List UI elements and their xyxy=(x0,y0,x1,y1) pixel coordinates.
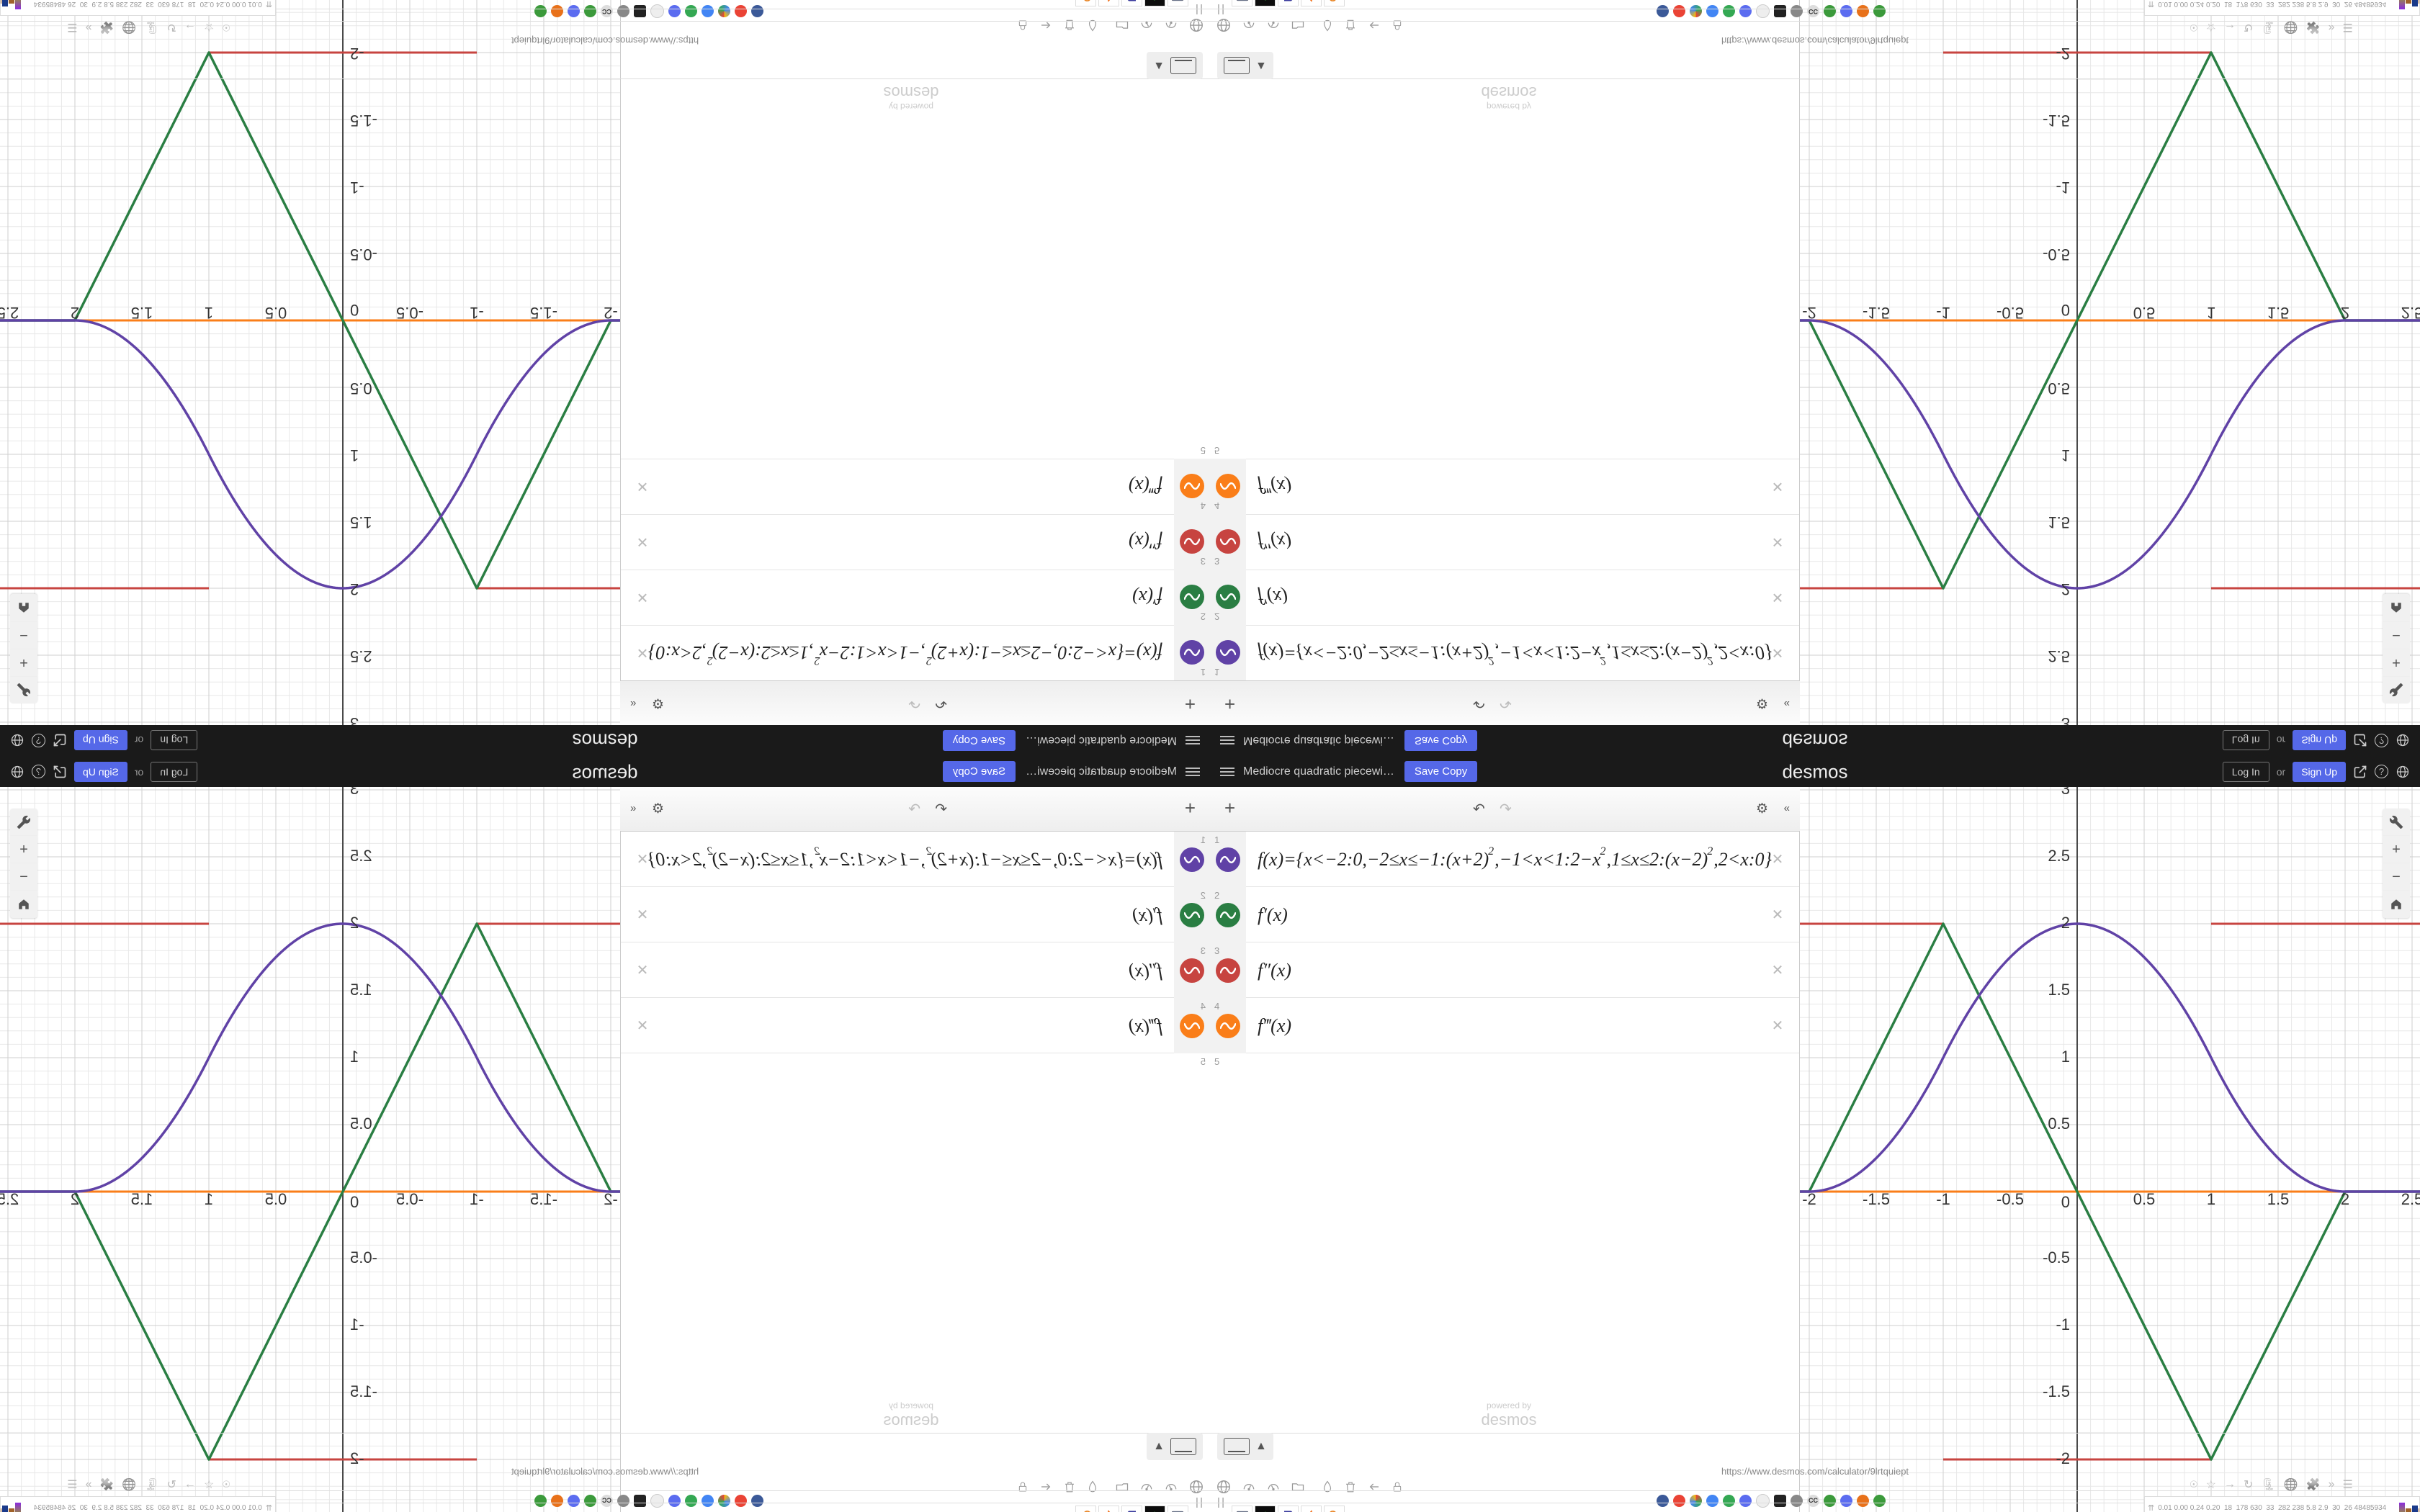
svg-text:-1: -1 xyxy=(2056,1315,2070,1333)
svg-text:2: 2 xyxy=(71,304,79,322)
svg-text:2.5: 2.5 xyxy=(2401,304,2420,322)
svg-text:-1: -1 xyxy=(470,1190,484,1208)
svg-text:1.5: 1.5 xyxy=(2048,981,2070,999)
svg-text:0: 0 xyxy=(350,1193,359,1211)
svg-text:0: 0 xyxy=(2061,1193,2070,1211)
svg-text:-1.5: -1.5 xyxy=(2043,1382,2070,1400)
svg-text:2.5: 2.5 xyxy=(0,1190,19,1208)
svg-text:-1.5: -1.5 xyxy=(350,112,377,130)
svg-text:2: 2 xyxy=(350,580,359,598)
svg-text:2.5: 2.5 xyxy=(2401,1190,2420,1208)
svg-text:0.5: 0.5 xyxy=(2133,1190,2156,1208)
svg-text:-0.5: -0.5 xyxy=(350,1248,377,1266)
svg-text:-0.5: -0.5 xyxy=(2043,246,2070,264)
svg-text:0.5: 0.5 xyxy=(2133,304,2156,322)
svg-text:2: 2 xyxy=(2061,580,2070,598)
svg-text:1: 1 xyxy=(350,1048,359,1066)
svg-text:-2: -2 xyxy=(1802,304,1816,322)
svg-text:1.5: 1.5 xyxy=(350,981,372,999)
svg-text:-0.5: -0.5 xyxy=(350,246,377,264)
svg-text:-2: -2 xyxy=(604,1190,618,1208)
svg-text:-1.5: -1.5 xyxy=(1863,1190,1890,1208)
svg-text:2: 2 xyxy=(2341,304,2349,322)
svg-text:-0.5: -0.5 xyxy=(1996,304,2024,322)
svg-text:1.5: 1.5 xyxy=(131,304,153,322)
svg-text:1.5: 1.5 xyxy=(2267,1190,2290,1208)
svg-text:1: 1 xyxy=(205,304,213,322)
svg-text:-1.5: -1.5 xyxy=(2043,112,2070,130)
svg-text:1.5: 1.5 xyxy=(131,1190,153,1208)
svg-text:-1: -1 xyxy=(350,179,364,197)
svg-text:0: 0 xyxy=(2061,301,2070,319)
svg-text:2.5: 2.5 xyxy=(350,647,372,665)
svg-text:-2: -2 xyxy=(604,304,618,322)
svg-text:1: 1 xyxy=(2061,446,2070,464)
svg-text:-1.5: -1.5 xyxy=(530,1190,557,1208)
svg-text:2: 2 xyxy=(2341,1190,2349,1208)
svg-text:1: 1 xyxy=(205,1190,213,1208)
svg-text:1: 1 xyxy=(2207,304,2215,322)
svg-text:-2: -2 xyxy=(1802,1190,1816,1208)
svg-text:-1.5: -1.5 xyxy=(350,1382,377,1400)
svg-text:3: 3 xyxy=(2061,714,2070,725)
svg-text:1.5: 1.5 xyxy=(2048,513,2070,531)
svg-text:1: 1 xyxy=(2207,1190,2215,1208)
svg-text:-0.5: -0.5 xyxy=(396,1190,424,1208)
svg-text:-1: -1 xyxy=(470,304,484,322)
svg-text:0.5: 0.5 xyxy=(350,1115,372,1133)
svg-text:2: 2 xyxy=(71,1190,79,1208)
svg-text:-1.5: -1.5 xyxy=(1863,304,1890,322)
svg-text:-0.5: -0.5 xyxy=(1996,1190,2024,1208)
svg-text:2: 2 xyxy=(2061,914,2070,932)
svg-text:2.5: 2.5 xyxy=(2048,847,2070,865)
svg-text:1.5: 1.5 xyxy=(350,513,372,531)
svg-text:0: 0 xyxy=(350,301,359,319)
svg-text:2: 2 xyxy=(350,914,359,932)
svg-text:2.5: 2.5 xyxy=(2048,647,2070,665)
svg-text:0.5: 0.5 xyxy=(2048,379,2070,397)
svg-text:0.5: 0.5 xyxy=(265,1190,287,1208)
svg-text:-1: -1 xyxy=(1936,304,1950,322)
svg-text:0.5: 0.5 xyxy=(265,304,287,322)
svg-text:-0.5: -0.5 xyxy=(396,304,424,322)
svg-text:3: 3 xyxy=(350,714,359,725)
svg-text:-0.5: -0.5 xyxy=(2043,1248,2070,1266)
svg-text:-1: -1 xyxy=(2056,179,2070,197)
svg-text:0.5: 0.5 xyxy=(350,379,372,397)
svg-text:-1: -1 xyxy=(1936,1190,1950,1208)
svg-text:2.5: 2.5 xyxy=(350,847,372,865)
svg-text:1: 1 xyxy=(2061,1048,2070,1066)
svg-text:1.5: 1.5 xyxy=(2267,304,2290,322)
svg-text:-1: -1 xyxy=(350,1315,364,1333)
svg-text:3: 3 xyxy=(2061,787,2070,798)
svg-text:3: 3 xyxy=(350,787,359,798)
svg-text:1: 1 xyxy=(350,446,359,464)
svg-text:2.5: 2.5 xyxy=(0,304,19,322)
svg-text:-1.5: -1.5 xyxy=(530,304,557,322)
svg-text:0.5: 0.5 xyxy=(2048,1115,2070,1133)
